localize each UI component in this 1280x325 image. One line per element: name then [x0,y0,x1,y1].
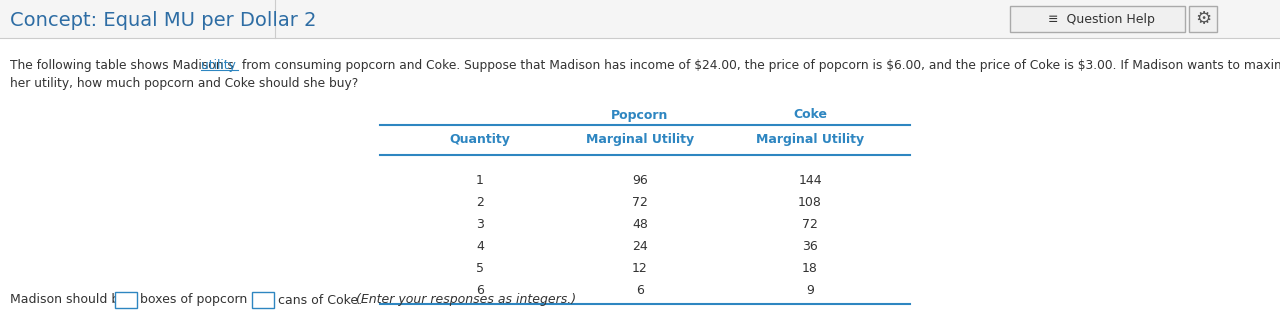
Text: 36: 36 [803,240,818,254]
Text: Concept: Equal MU per Dollar 2: Concept: Equal MU per Dollar 2 [10,10,316,30]
Text: 6: 6 [636,284,644,297]
Text: 24: 24 [632,240,648,254]
Text: 3: 3 [476,218,484,231]
Text: Madison should buy: Madison should buy [10,293,138,306]
Text: The following table shows Madison’s: The following table shows Madison’s [10,58,238,72]
Bar [252,292,274,308]
Text: from consuming popcorn and Coke. Suppose that Madison has income of $24.00, the : from consuming popcorn and Coke. Suppose… [238,58,1280,72]
Bar [114,292,137,308]
Text: 2: 2 [476,197,484,210]
Text: 5: 5 [476,263,484,276]
Bar [1189,6,1217,32]
Text: Marginal Utility: Marginal Utility [586,134,694,147]
Text: ≡  Question Help: ≡ Question Help [1041,12,1155,25]
Text: 18: 18 [803,263,818,276]
Text: cans of Coke.: cans of Coke. [274,293,366,306]
Text: 96: 96 [632,175,648,188]
Text: Coke: Coke [794,109,827,122]
Text: ⚙: ⚙ [1196,10,1211,28]
Text: 1: 1 [476,175,484,188]
Text: 72: 72 [632,197,648,210]
Text: 6: 6 [476,284,484,297]
Text: 48: 48 [632,218,648,231]
Text: 9: 9 [806,284,814,297]
Text: Quantity: Quantity [449,134,511,147]
Text: Marginal Utility: Marginal Utility [756,134,864,147]
Text: boxes of popcorn and: boxes of popcorn and [137,293,275,306]
Text: Popcorn: Popcorn [612,109,668,122]
Text: (Enter your responses as integers.): (Enter your responses as integers.) [357,293,576,306]
Text: 108: 108 [797,197,822,210]
Text: 72: 72 [803,218,818,231]
Text: utility: utility [201,58,236,72]
Text: 144: 144 [799,175,822,188]
Text: 4: 4 [476,240,484,254]
Text: 12: 12 [632,263,648,276]
Bar [1010,6,1185,32]
Text: her utility, how much popcorn and Coke should she buy?: her utility, how much popcorn and Coke s… [10,76,358,89]
Bar [0,0,1280,38]
